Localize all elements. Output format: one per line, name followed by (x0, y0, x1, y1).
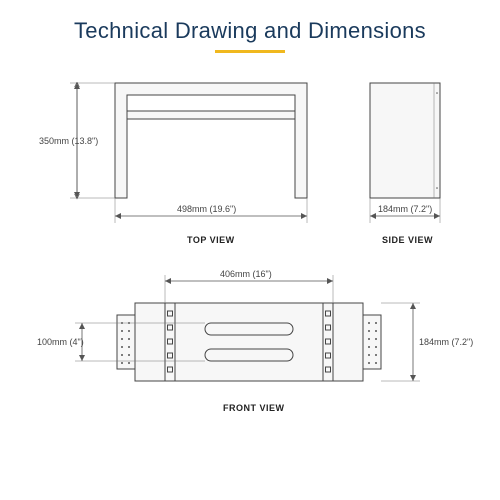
top-depth-dim: 350mm (13.8") (39, 136, 98, 146)
front-height-dim: 184mm (7.2") (419, 337, 473, 347)
front-width-dim: 406mm (16") (220, 269, 272, 279)
side-view: 184mm (7.2") SIDE VIEW (370, 83, 440, 245)
side-width-dim: 184mm (7.2") (378, 204, 432, 214)
page-title: Technical Drawing and Dimensions (0, 0, 500, 44)
top-width-dim: 498mm (19.6") (177, 204, 236, 214)
front-slot-dim: 100mm (4") (37, 337, 84, 347)
front-view: 406mm (16") 184mm (7.2") 100mm (4") FRON… (37, 269, 473, 413)
drawing-canvas: 350mm (13.8") 498mm (19.6") TOP VIEW 184… (0, 53, 500, 493)
top-view-label: TOP VIEW (187, 235, 235, 245)
top-view: 350mm (13.8") 498mm (19.6") TOP VIEW (39, 83, 307, 245)
front-view-label: FRONT VIEW (223, 403, 285, 413)
side-view-label: SIDE VIEW (382, 235, 433, 245)
